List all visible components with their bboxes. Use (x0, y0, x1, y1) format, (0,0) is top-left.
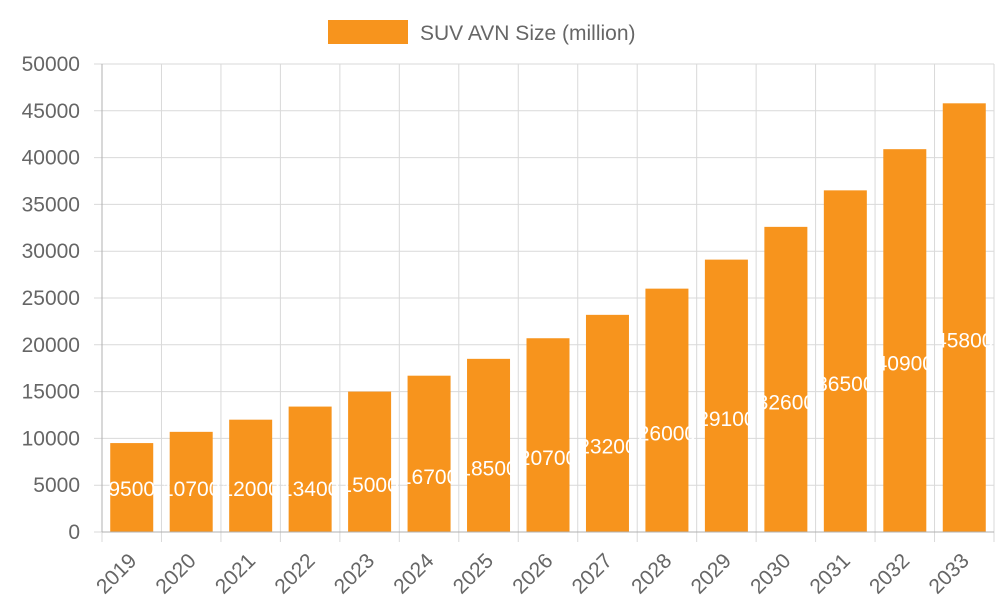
y-tick-label: 5000 (33, 474, 80, 497)
x-tick-label: 2026 (508, 549, 557, 598)
data-label: 40900 (876, 353, 934, 376)
x-tick-label: 2031 (806, 549, 855, 598)
data-label: 10700 (162, 478, 220, 501)
y-tick-label: 30000 (22, 240, 80, 263)
y-tick-label: 10000 (22, 427, 80, 450)
y-tick-label: 0 (68, 521, 80, 544)
bar-2029[interactable] (704, 259, 748, 532)
bar-2031[interactable] (823, 190, 867, 533)
x-tick-label: 2029 (687, 549, 736, 598)
legend-label: SUV AVN Size (million) (420, 22, 636, 45)
x-tick-label: 2022 (270, 549, 319, 598)
legend-swatch (328, 20, 408, 44)
y-tick-label: 20000 (22, 334, 80, 357)
axes (101, 64, 994, 533)
x-tick-label: 2028 (627, 549, 676, 598)
bar-2024[interactable] (407, 375, 451, 532)
data-label: 32600 (757, 391, 815, 414)
x-tick-label: 2024 (389, 549, 439, 599)
data-label: 26000 (638, 422, 696, 445)
data-label: 20700 (519, 447, 577, 470)
bar-2033[interactable] (942, 103, 986, 532)
data-label: 18500 (459, 457, 517, 480)
x-tick-label: 2033 (925, 549, 974, 598)
data-label: 12000 (221, 478, 279, 501)
y-tick-label: 40000 (22, 147, 80, 170)
bar-2027[interactable] (585, 314, 629, 532)
bar-2023[interactable] (348, 391, 392, 532)
data-label: 45800 (935, 330, 993, 353)
bar-2019[interactable] (110, 443, 154, 532)
legend[interactable]: SUV AVN Size (million) (328, 20, 636, 45)
x-tick-label: 2023 (330, 549, 379, 598)
y-tick-label: 25000 (22, 287, 80, 310)
data-label: 9500 (108, 478, 155, 501)
data-label: 15000 (340, 474, 398, 497)
y-tick-label: 35000 (22, 193, 80, 216)
x-tick-label: 2030 (746, 549, 795, 598)
bar-2021[interactable] (229, 419, 273, 532)
x-tick-label: 2025 (449, 549, 498, 598)
bar-2026[interactable] (526, 338, 570, 532)
y-axis-tick-labels: 0 5000 10000 15000 20000 25000 30000 35000 40000… (22, 53, 80, 544)
bar-2028[interactable] (645, 288, 689, 532)
bars (110, 103, 986, 533)
bar-2022[interactable] (288, 406, 332, 532)
x-tick-label: 2020 (151, 549, 200, 598)
x-axis-tick-labels: 2019 2020 2021 2022 2023 2024 2025 2026 2027 2028… (92, 549, 974, 599)
x-tick-label: 2027 (568, 549, 617, 598)
x-tick-label: 2032 (865, 549, 914, 598)
data-label: 36500 (816, 373, 874, 396)
data-label: 29100 (697, 408, 755, 431)
bar-2020[interactable] (169, 431, 213, 532)
x-tick-label: 2021 (211, 549, 260, 598)
bar-2032[interactable] (883, 149, 927, 532)
x-tick-label: 2019 (92, 549, 141, 598)
data-label: 13400 (281, 478, 339, 501)
bar-2025[interactable] (467, 358, 511, 532)
data-labels: 9500 10700 12000 13400 15000 16700 18500 207002… (108, 330, 993, 501)
data-label: 16700 (400, 466, 458, 489)
bar-2030[interactable] (764, 226, 808, 532)
data-label: 23200 (578, 435, 636, 458)
y-tick-label: 15000 (22, 381, 80, 404)
y-tick-label: 45000 (22, 100, 80, 123)
y-tick-label: 50000 (22, 53, 80, 76)
